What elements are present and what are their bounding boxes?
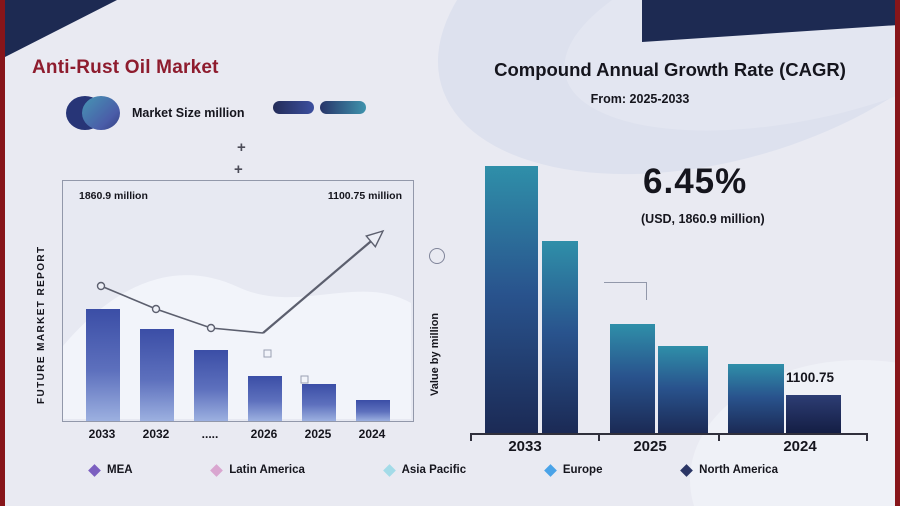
left-bar-4 xyxy=(248,376,282,421)
left-xlabel: 2024 xyxy=(358,427,386,441)
legend-item-north-america: North America xyxy=(680,463,778,477)
left-edge-stripe xyxy=(0,0,5,506)
right-bar-2025-secondary xyxy=(658,346,708,433)
plus-decor: + xyxy=(237,139,246,156)
legend-diamond-icon xyxy=(88,463,101,477)
legend-diamond-icon xyxy=(210,463,224,477)
right-bar-2024-primary xyxy=(728,364,784,433)
legend-item-asia-pacific: Asia Pacific xyxy=(382,463,467,477)
axis-tick xyxy=(718,435,720,441)
legend-item-mea: MEA xyxy=(88,463,133,477)
legend-item-europe: Europe xyxy=(543,463,603,477)
axis-tick xyxy=(598,435,600,441)
axis-tick xyxy=(470,435,472,441)
trend-line-svg xyxy=(96,229,385,384)
left-xlabel: 2026 xyxy=(250,427,278,441)
right-xlabels: 2033 2025 2024 xyxy=(470,438,868,458)
left-xlabel: 2033 xyxy=(88,427,116,441)
left-bar-5 xyxy=(302,384,336,421)
right-xlabel: 2024 xyxy=(783,438,817,455)
left-xlabel: 2032 xyxy=(142,427,170,441)
market-size-legend-label: Market Size million xyxy=(132,106,245,120)
legend-diamond-icon xyxy=(680,463,694,477)
legend-label: North America xyxy=(699,464,778,476)
left-xlabel: ..... xyxy=(201,427,219,441)
right-bar-2025-primary xyxy=(610,324,655,433)
left-chart-title: Anti-Rust Oil Market xyxy=(32,57,219,78)
left-xlabel: 2025 xyxy=(304,427,332,441)
axis-tick xyxy=(866,435,868,441)
market-size-chart: 1860.9 million 1100.75 million xyxy=(62,180,414,422)
circle-decor xyxy=(429,248,445,264)
pill-decor-teal xyxy=(320,101,366,114)
legend-label: Europe xyxy=(562,464,603,476)
value-annotation-left: 1860.9 million xyxy=(79,190,148,202)
plus-decor: + xyxy=(234,161,243,178)
right-xlabel: 2033 xyxy=(508,438,542,455)
pill-decor-navy xyxy=(273,101,314,114)
right-bar-2033-primary xyxy=(485,166,538,433)
legend-label: Latin America xyxy=(229,464,305,476)
x-axis-line xyxy=(470,433,868,435)
bracket-decor xyxy=(604,282,647,300)
left-bars xyxy=(63,309,413,421)
right-bar-2033-secondary xyxy=(542,241,578,433)
left-bar-2 xyxy=(140,329,174,421)
right-edge-stripe xyxy=(895,0,900,506)
bottom-legend: MEA Latin America Asia Pacific Europe North … xyxy=(88,463,778,477)
value-callout: 1100.75 xyxy=(786,370,835,385)
legend-label: Asia Pacific xyxy=(401,464,467,476)
legend-label: MEA xyxy=(107,464,133,476)
right-y-axis-label: Value by million xyxy=(429,312,441,396)
watermark-text: FUTURE MARKET REPORT xyxy=(36,245,47,404)
left-bar-1 xyxy=(86,309,120,421)
left-bar-6 xyxy=(356,400,390,421)
value-annotation-right: 1100.75 million xyxy=(327,190,402,202)
corner-triangle-decor xyxy=(5,0,117,57)
cagr-note: (USD, 1860.9 million) xyxy=(641,212,765,226)
legend-item-latin-america: Latin America xyxy=(210,463,305,477)
cagr-value: 6.45% xyxy=(643,162,748,201)
right-bar-2024-secondary xyxy=(786,395,841,433)
legend-diamond-icon xyxy=(543,463,557,477)
left-bar-3 xyxy=(194,350,228,421)
left-xlabels: 2033 2032..... 2026 2025 2024 xyxy=(62,427,412,441)
cagr-title: Compound Annual Growth Rate (CAGR) xyxy=(494,59,846,80)
legend-diamond-icon xyxy=(382,463,396,477)
cagr-subtitle: From: 2025-2033 xyxy=(590,92,690,106)
market-size-icon xyxy=(66,95,122,131)
right-xlabel: 2025 xyxy=(633,438,667,455)
right-bars xyxy=(470,150,868,433)
disc-front-shape xyxy=(82,96,120,130)
